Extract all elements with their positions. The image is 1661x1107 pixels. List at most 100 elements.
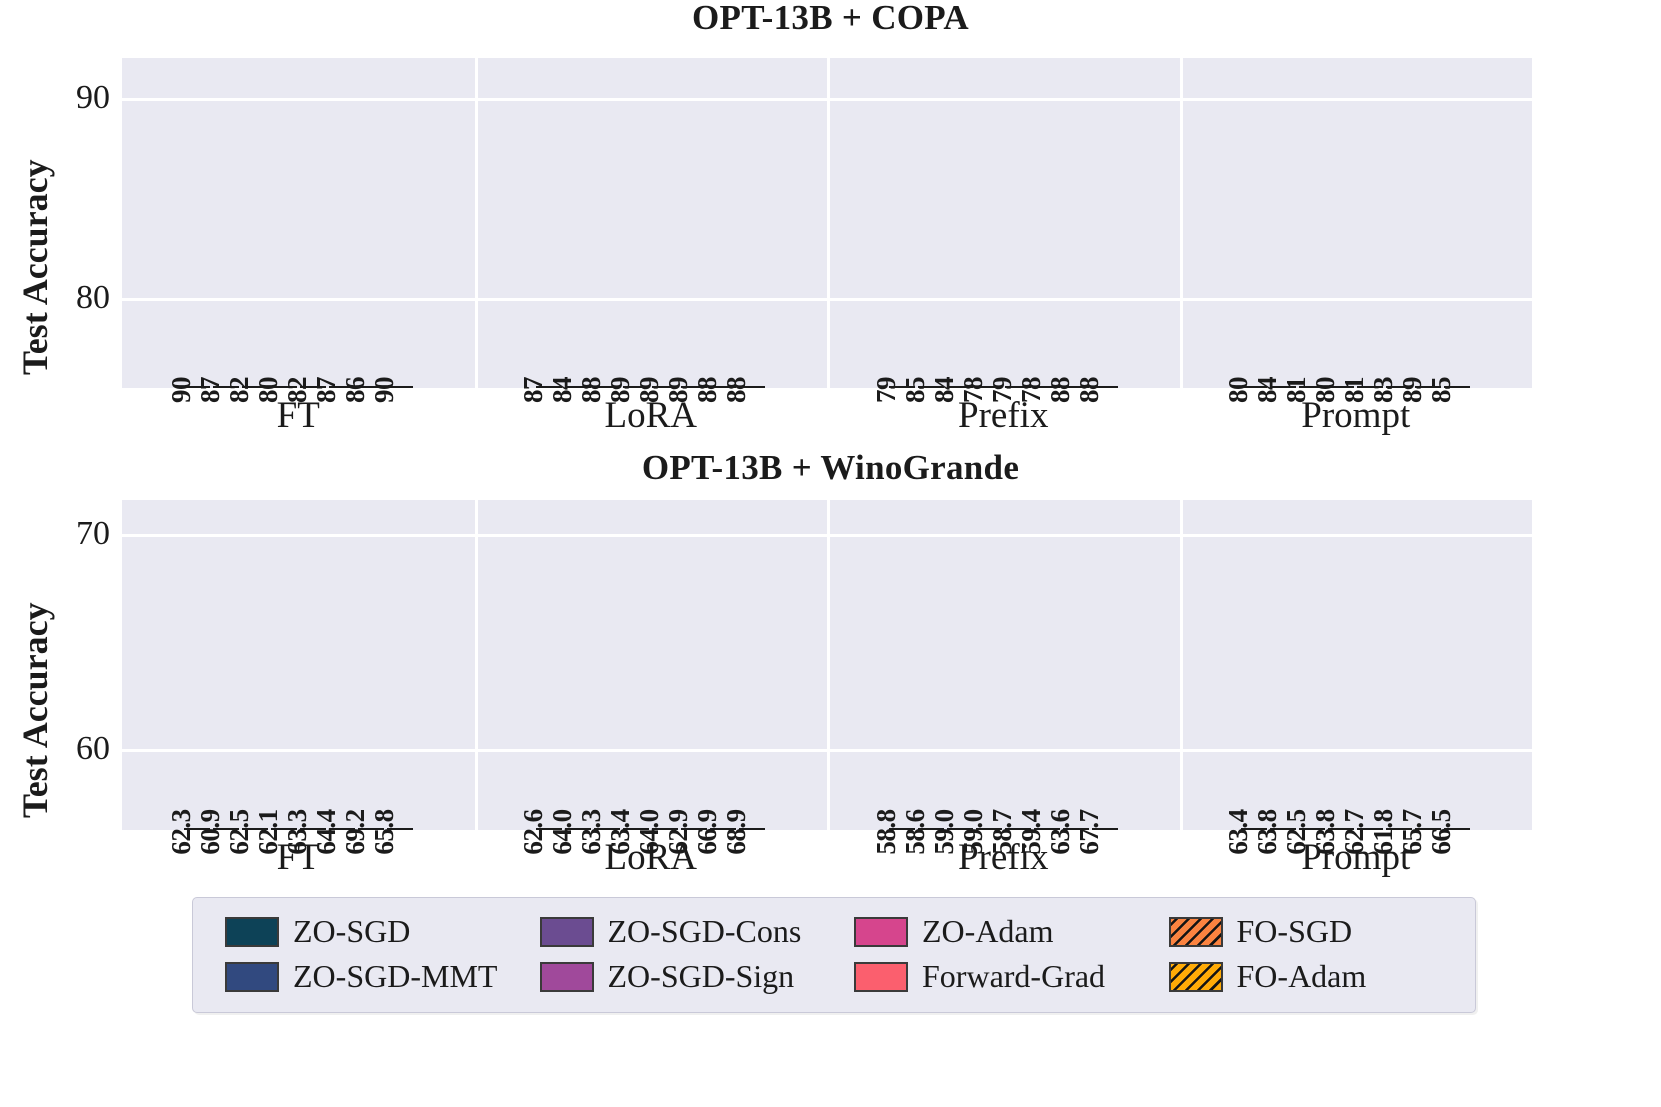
bar-item[interactable]: 85 (1426, 377, 1471, 403)
bar[interactable]: 64.0 (634, 809, 679, 855)
bar[interactable]: 63.8 (1310, 809, 1355, 855)
bar-item[interactable]: 66.9 (692, 809, 737, 855)
bar-item[interactable]: 89 (605, 377, 650, 403)
bar[interactable]: 90 (369, 377, 413, 403)
bar-item[interactable]: 89 (1397, 377, 1442, 403)
bar[interactable]: 78 (1016, 377, 1060, 403)
bar[interactable]: 89 (1397, 377, 1442, 403)
bar-item[interactable]: 61.8 (1368, 809, 1413, 855)
bar-item[interactable]: 85 (900, 377, 944, 403)
bar-item[interactable]: 88 (692, 377, 737, 403)
bar[interactable]: 59.0 (958, 809, 1002, 855)
bar[interactable]: 63.4 (1223, 809, 1268, 855)
bar[interactable]: 87 (311, 377, 355, 403)
bar[interactable]: 68.9 (721, 809, 766, 855)
bar[interactable]: 60.9 (195, 809, 239, 855)
bar[interactable]: 87 (518, 377, 563, 403)
bar-item[interactable]: 64.0 (634, 809, 679, 855)
bar-item[interactable]: 80 (1223, 377, 1268, 403)
bar-item[interactable]: 90 (369, 377, 413, 403)
bar[interactable]: 90 (166, 377, 210, 403)
bar[interactable]: 89 (605, 377, 650, 403)
bar[interactable]: 78 (958, 377, 1002, 403)
bar[interactable]: 84 (1252, 377, 1297, 403)
bar[interactable]: 79 (871, 377, 915, 403)
bar[interactable]: 59.4 (1016, 809, 1060, 855)
bar-item[interactable]: 62.3 (166, 809, 210, 855)
bar-item[interactable]: 69.2 (340, 809, 384, 855)
bar-item[interactable]: 65.7 (1397, 809, 1442, 855)
bar-item[interactable]: 63.3 (282, 809, 326, 855)
bar-item[interactable]: 78 (1016, 377, 1060, 403)
bar[interactable]: 62.5 (1281, 809, 1326, 855)
bar-item[interactable]: 59.0 (929, 809, 973, 855)
bar-item[interactable]: 87 (311, 377, 355, 403)
bar-item[interactable]: 89 (663, 377, 708, 403)
bar-item[interactable]: 88 (1074, 377, 1118, 403)
bar[interactable]: 66.9 (692, 809, 737, 855)
bar-item[interactable]: 79 (871, 377, 915, 403)
bar[interactable]: 84 (547, 377, 592, 403)
bar[interactable]: 63.3 (576, 809, 621, 855)
legend-item[interactable]: FO-Adam (1151, 954, 1462, 999)
bar[interactable]: 65.8 (369, 809, 413, 855)
bar[interactable]: 88 (1074, 377, 1118, 403)
legend-item[interactable]: ZO-Adam (836, 909, 1147, 954)
bar-item[interactable]: 89 (634, 377, 679, 403)
bar[interactable]: 64.4 (311, 809, 355, 855)
bar-item[interactable]: 87 (518, 377, 563, 403)
bar-item[interactable]: 60.9 (195, 809, 239, 855)
bar-item[interactable]: 63.8 (1252, 809, 1297, 855)
bar[interactable]: 89 (634, 377, 679, 403)
bar[interactable]: 88 (576, 377, 621, 403)
bar[interactable]: 69.2 (340, 809, 384, 855)
bar[interactable]: 89 (663, 377, 708, 403)
bar-item[interactable]: 63.4 (605, 809, 650, 855)
bar-item[interactable]: 80 (253, 377, 297, 403)
bar[interactable]: 88 (721, 377, 766, 403)
bar-item[interactable]: 64.0 (547, 809, 592, 855)
bar-item[interactable]: 62.9 (663, 809, 708, 855)
bar-item[interactable]: 63.6 (1045, 809, 1089, 855)
bar-item[interactable]: 88 (576, 377, 621, 403)
bar[interactable]: 58.8 (871, 809, 915, 855)
bar-item[interactable]: 62.5 (1281, 809, 1326, 855)
bar-item[interactable]: 82 (282, 377, 326, 403)
bar[interactable]: 62.6 (518, 809, 563, 855)
bar[interactable]: 79 (987, 377, 1031, 403)
bar[interactable]: 65.7 (1397, 809, 1442, 855)
bar-item[interactable]: 58.6 (900, 809, 944, 855)
legend-item[interactable]: Forward-Grad (836, 954, 1147, 999)
bar[interactable]: 58.7 (987, 809, 1031, 855)
bar-item[interactable]: 63.8 (1310, 809, 1355, 855)
bar[interactable]: 63.6 (1045, 809, 1089, 855)
legend-item[interactable]: ZO-SGD-MMT (207, 954, 518, 999)
bar-item[interactable]: 64.4 (311, 809, 355, 855)
bar-item[interactable]: 84 (1252, 377, 1297, 403)
bar[interactable]: 88 (1045, 377, 1089, 403)
bar[interactable]: 62.5 (224, 809, 268, 855)
bar[interactable]: 62.1 (253, 809, 297, 855)
bar[interactable]: 82 (224, 377, 268, 403)
bar[interactable]: 87 (195, 377, 239, 403)
bar[interactable]: 83 (1368, 377, 1413, 403)
bar[interactable]: 80 (1310, 377, 1355, 403)
bar-item[interactable]: 58.8 (871, 809, 915, 855)
bar-item[interactable]: 79 (987, 377, 1031, 403)
bar[interactable]: 63.3 (282, 809, 326, 855)
bar-item[interactable]: 84 (929, 377, 973, 403)
bar[interactable]: 64.0 (547, 809, 592, 855)
bar-item[interactable]: 65.8 (369, 809, 413, 855)
bar-item[interactable]: 82 (224, 377, 268, 403)
bar-item[interactable]: 62.5 (224, 809, 268, 855)
bar-item[interactable]: 81 (1281, 377, 1326, 403)
bar-item[interactable]: 88 (1045, 377, 1089, 403)
bar[interactable]: 81 (1339, 377, 1384, 403)
bar[interactable]: 80 (1223, 377, 1268, 403)
bar[interactable]: 62.7 (1339, 809, 1384, 855)
bar-item[interactable]: 86 (340, 377, 384, 403)
legend-item[interactable]: ZO-SGD-Cons (522, 909, 833, 954)
bar[interactable]: 84 (929, 377, 973, 403)
bar[interactable]: 63.4 (605, 809, 650, 855)
bar-item[interactable]: 88 (721, 377, 766, 403)
